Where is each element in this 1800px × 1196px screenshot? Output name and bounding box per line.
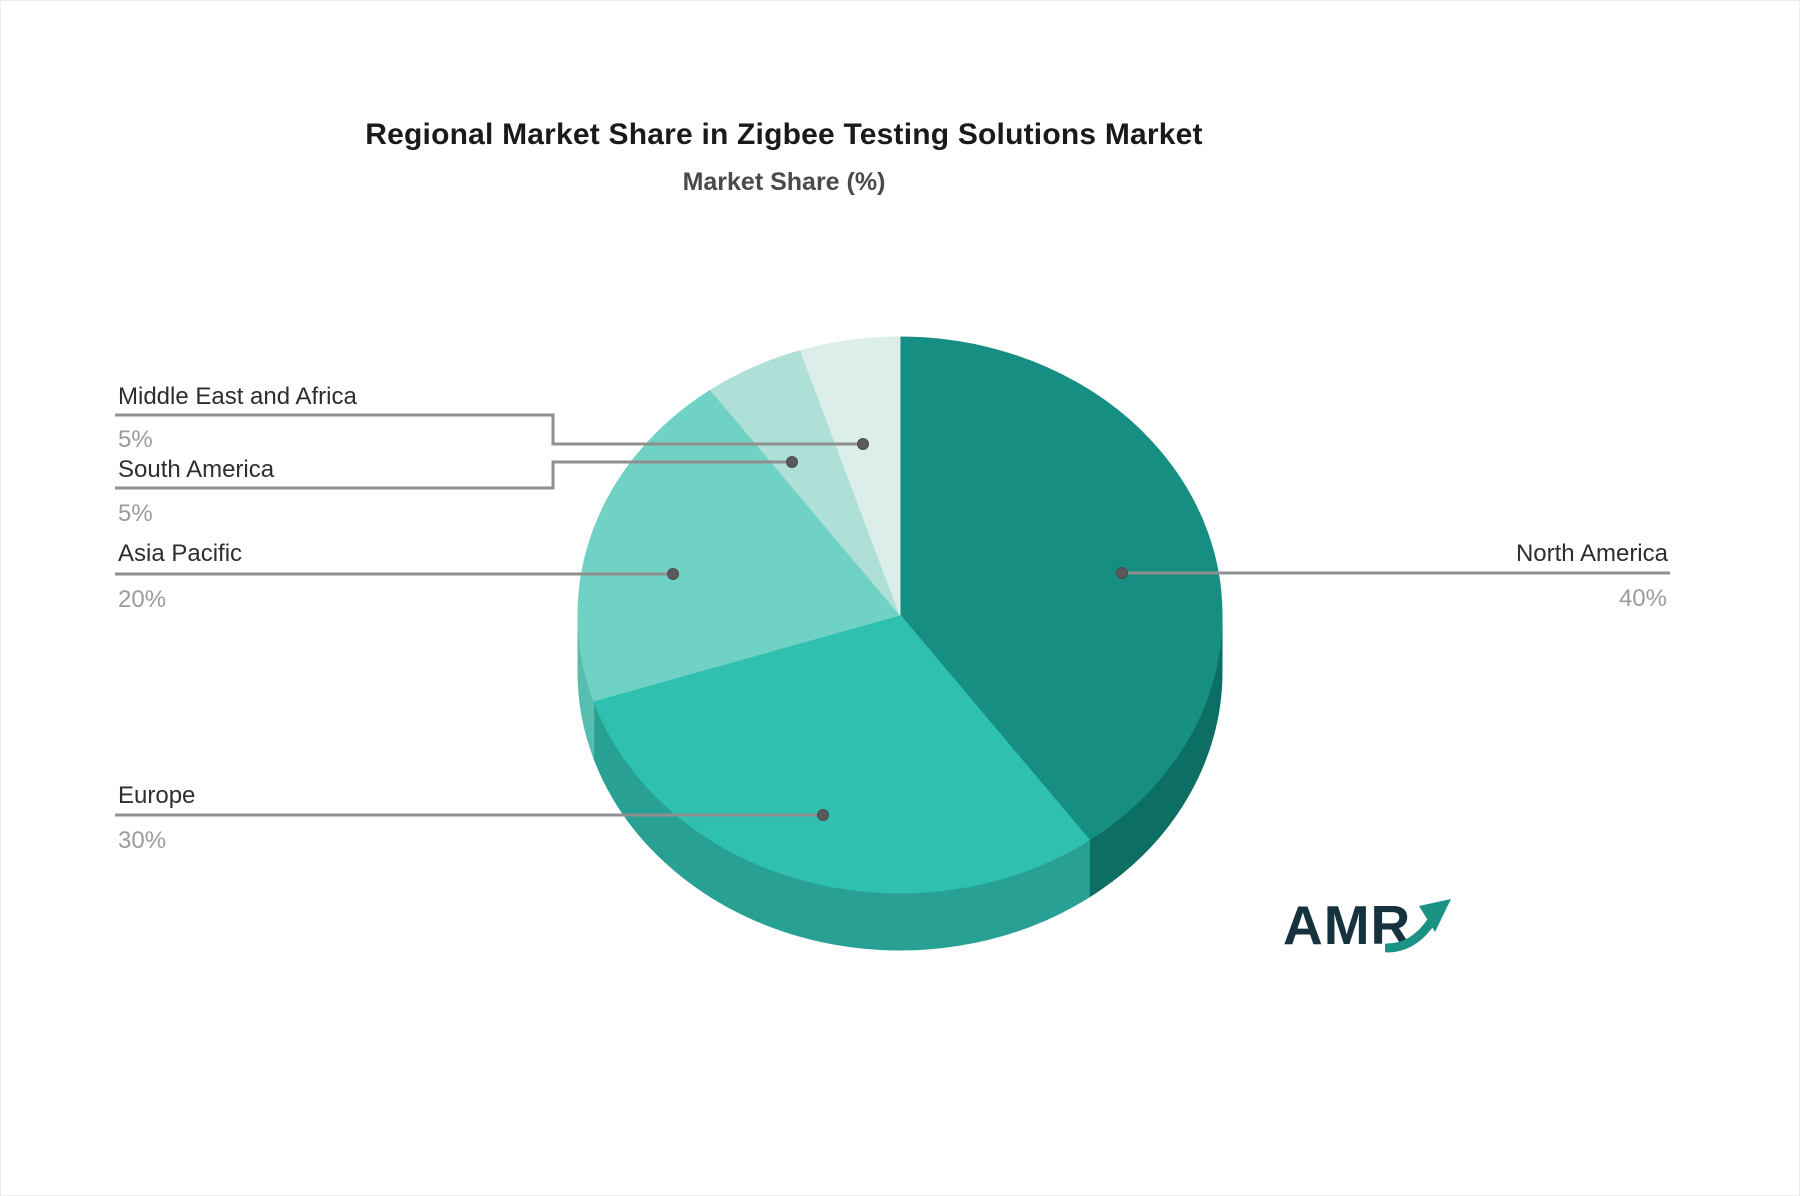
leader-dot-middle-east-and-africa [857, 438, 869, 450]
slice-percent-europe: 30% [118, 827, 167, 854]
leader-line-middle-east-and-africa [115, 413, 863, 446]
leader-dot-north-america [1116, 567, 1128, 579]
slice-label-north-america: North America [1515, 540, 1668, 567]
leader-dot-asia-pacific [667, 568, 679, 580]
chart-title: Regional Market Share in Zigbee Testing … [365, 118, 1203, 151]
chart-subtitle: Market Share (%) [682, 168, 886, 196]
slice-label-middle-east-and-africa: Middle East and Africa [118, 383, 357, 410]
leader-dot-south-america [786, 456, 798, 468]
slice-percent-middle-east-and-africa: 5% [118, 426, 153, 453]
amr-logo: AMR [1283, 896, 1453, 966]
slice-label-europe: Europe [118, 782, 196, 809]
slice-percent-south-america: 5% [118, 500, 153, 527]
leader-line-south-america [115, 460, 792, 490]
pie-slice-middle-east-and-africa[interactable] [799, 336, 901, 616]
pie-slice-asia-pacific[interactable] [577, 389, 901, 702]
amr-logo-arrow-icon [1385, 899, 1451, 953]
slice-label-south-america: South America [118, 456, 275, 483]
slice-percent-asia-pacific: 20% [118, 586, 167, 613]
slice-label-asia-pacific: Asia Pacific [118, 540, 243, 567]
slice-percent-north-america: 40% [1618, 585, 1667, 612]
leader-dot-europe [817, 809, 829, 821]
pie-slice-north-america[interactable] [899, 336, 1223, 841]
pie-slice-europe[interactable] [593, 614, 1091, 894]
